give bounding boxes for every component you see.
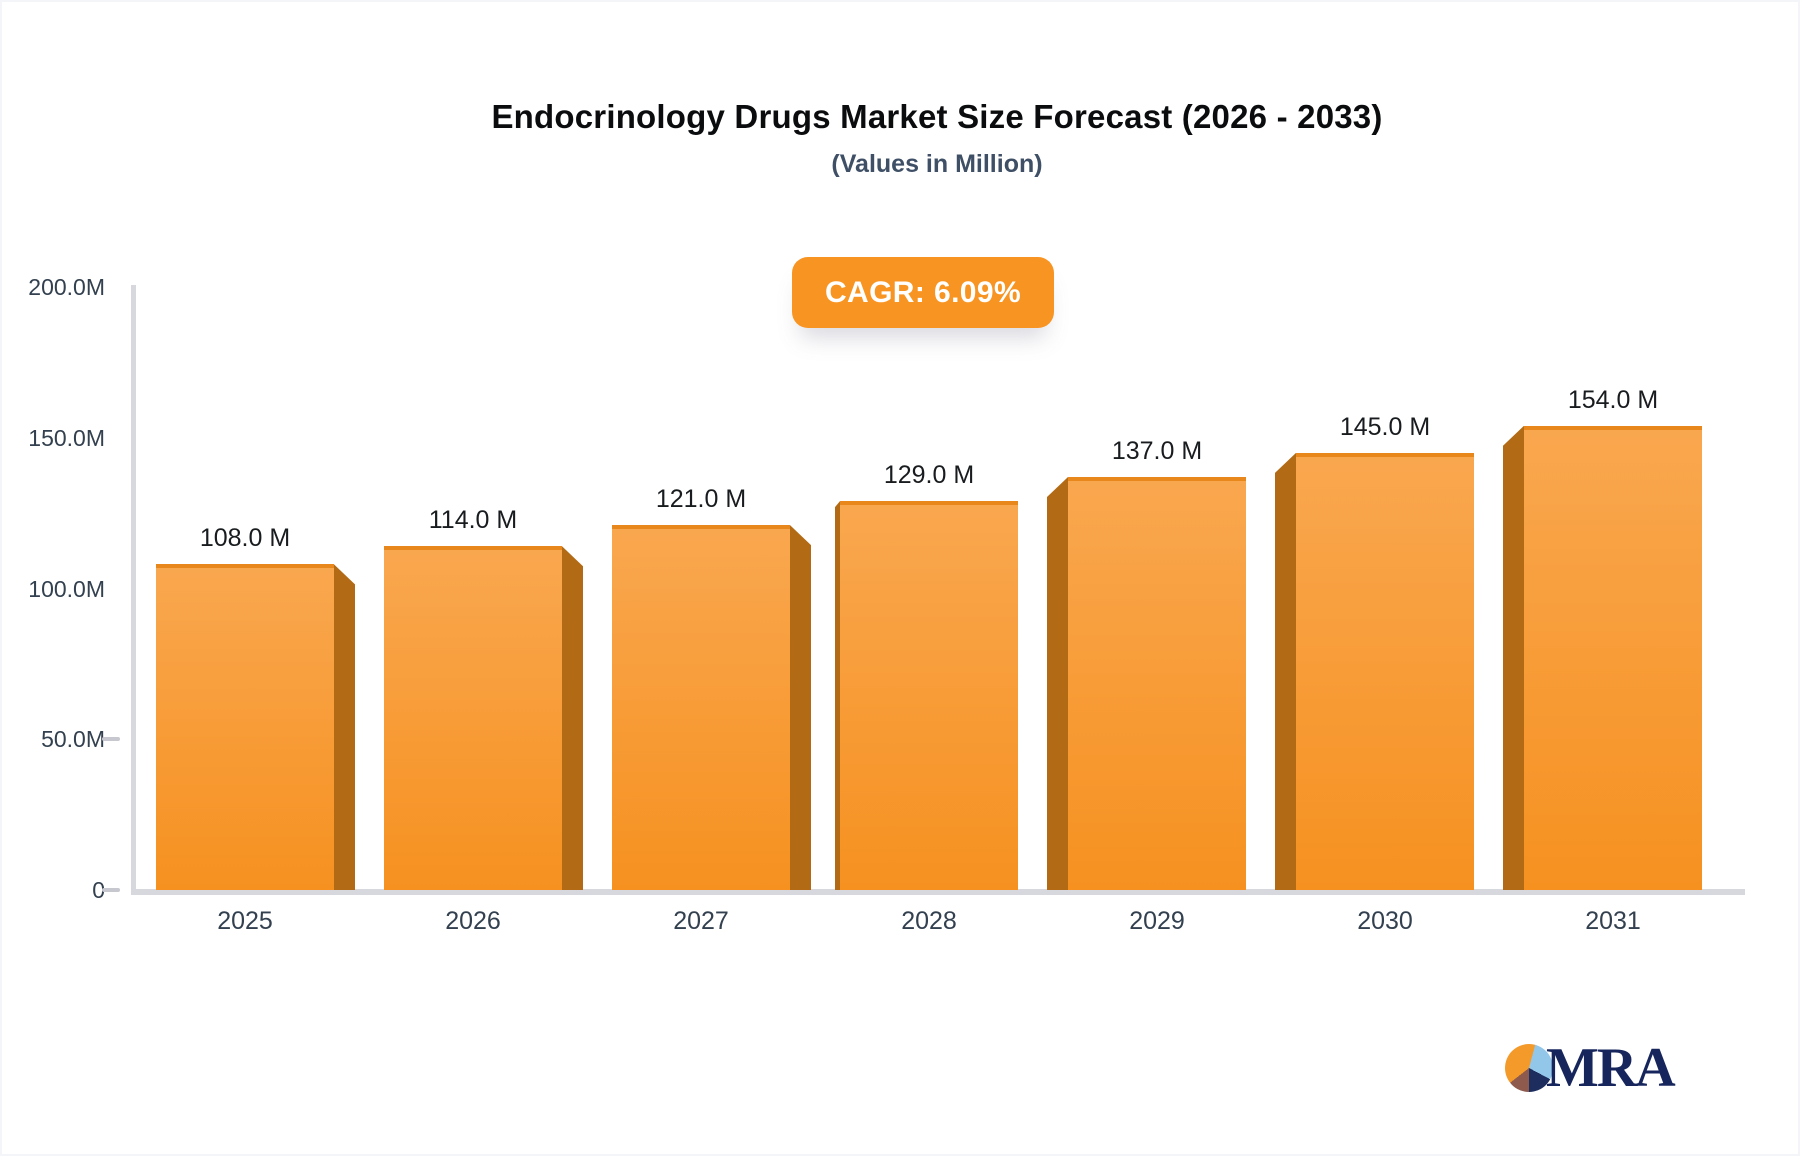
x-tick-label-2027: 2027 [673, 907, 729, 935]
cagr-badge-label: CAGR: 6.09% [824, 275, 1022, 309]
bar-value-label-2026: 114.0 M [428, 506, 518, 535]
x-tick-label-2028: 2028 [901, 907, 957, 935]
bar-2028[interactable] [840, 501, 1018, 890]
x-tick-label-2029: 2029 [1129, 907, 1185, 935]
logo-text: MRA [1546, 1037, 1676, 1099]
bar-value-label-2029: 137.0 M [1111, 436, 1203, 465]
y-tick-label-0: 0 [92, 877, 105, 903]
mra-logo: MRA [1505, 1037, 1676, 1099]
y-tick-label-150.0M: 150.0M [28, 424, 105, 451]
bar-2029[interactable] [1068, 476, 1246, 890]
y-axis-line [131, 285, 136, 895]
bar-value-label-2025: 108.0 M [199, 524, 291, 553]
bar-value-label-2031: 154.0 M [1567, 385, 1659, 414]
bar-side-2026 [562, 546, 583, 890]
y-tick-label-100.0M: 100.0M [28, 575, 105, 602]
bar-side-2029 [1047, 476, 1068, 890]
pie-chart-icon [1505, 1044, 1553, 1092]
bar-side-2025 [334, 564, 355, 890]
bar-2027[interactable] [612, 525, 790, 890]
y-tick-mark-0 [102, 888, 120, 892]
bar-2025[interactable] [156, 564, 334, 890]
bar-side-2028 [835, 501, 840, 890]
x-tick-label-2031: 2031 [1585, 907, 1641, 935]
bar-2026[interactable] [384, 546, 562, 890]
x-tick-label-2030: 2030 [1357, 907, 1413, 935]
bar-value-label-2030: 145.0 M [1339, 412, 1431, 441]
chart-subtitle: (Values in Million) [831, 150, 1043, 178]
bar-2031[interactable] [1524, 425, 1702, 890]
y-tick-label-200.0M: 200.0M [28, 274, 105, 300]
bar-value-label-2027: 121.0 M [655, 485, 747, 514]
y-tick-label-50.0M: 50.0M [41, 726, 105, 753]
bar-side-2030 [1275, 452, 1296, 890]
bar-2030[interactable] [1296, 452, 1474, 890]
bar-side-2031 [1503, 425, 1524, 890]
bar-side-2027 [790, 525, 811, 890]
bar-value-label-2028: 129.0 M [883, 461, 975, 490]
x-axis-line [131, 889, 1745, 895]
chart-title: Endocrinology Drugs Market Size Forecast… [491, 98, 1383, 135]
x-tick-label-2025: 2025 [217, 907, 273, 935]
y-tick-mark-50.0M [102, 737, 120, 742]
cagr-badge: CAGR: 6.09% [792, 257, 1054, 328]
x-tick-label-2026: 2026 [445, 907, 501, 935]
